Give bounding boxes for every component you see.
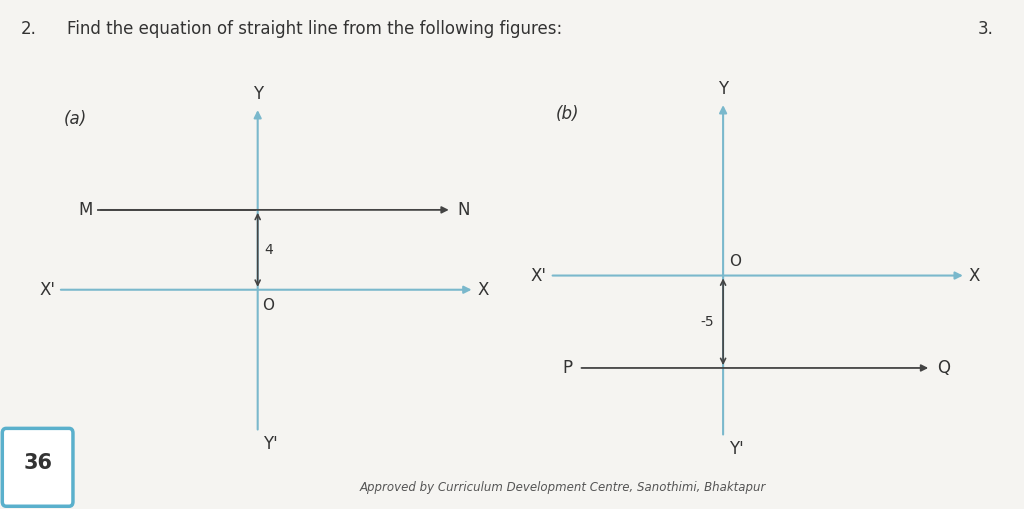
Text: 2.: 2.: [20, 20, 37, 38]
Text: N: N: [458, 201, 470, 219]
Text: Find the equation of straight line from the following figures:: Find the equation of straight line from …: [67, 20, 562, 38]
Text: 4: 4: [264, 243, 273, 257]
Text: O: O: [262, 298, 274, 313]
Text: P: P: [563, 359, 572, 377]
Text: -5: -5: [700, 315, 715, 329]
Text: Y': Y': [263, 435, 279, 453]
Text: (b): (b): [556, 105, 580, 123]
Text: Y: Y: [253, 84, 263, 103]
Text: (a): (a): [63, 110, 87, 128]
Text: O: O: [729, 253, 741, 269]
Text: X: X: [477, 281, 488, 299]
Text: M: M: [78, 201, 92, 219]
FancyBboxPatch shape: [2, 429, 73, 506]
Text: X': X': [39, 281, 55, 299]
Text: Approved by Curriculum Development Centre, Sanothimi, Bhaktapur: Approved by Curriculum Development Centr…: [360, 480, 766, 494]
Text: Y: Y: [718, 79, 728, 98]
Text: 3.: 3.: [977, 20, 993, 38]
Text: X': X': [530, 267, 547, 285]
Text: Y': Y': [729, 440, 743, 458]
Text: 36: 36: [24, 453, 53, 473]
Text: Q: Q: [937, 359, 950, 377]
Text: X: X: [969, 267, 980, 285]
